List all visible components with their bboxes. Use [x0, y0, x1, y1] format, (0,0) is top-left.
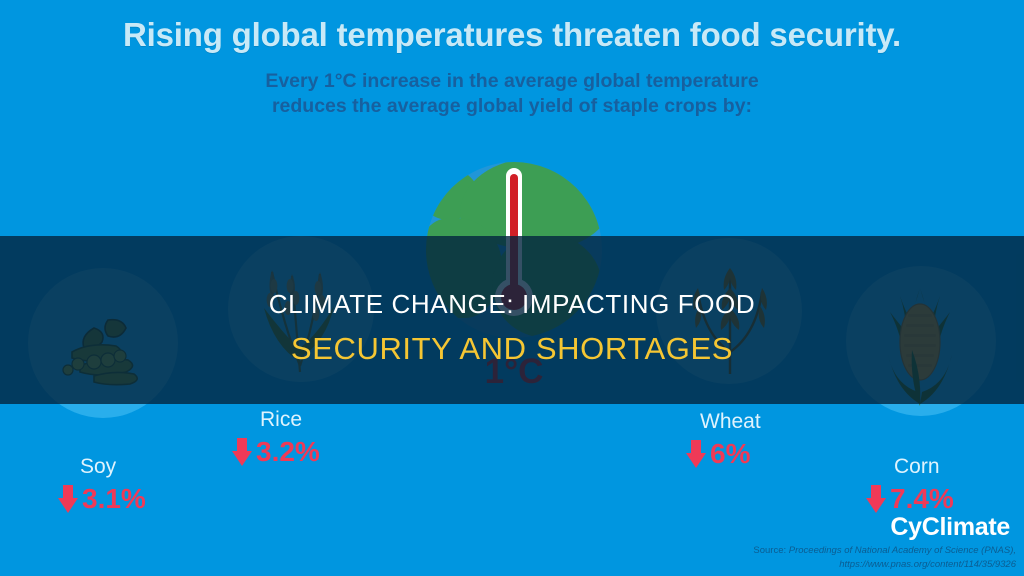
source-url: https://www.pnas.org/content/114/35/9326	[839, 559, 1016, 570]
source-label: Source:	[753, 545, 787, 556]
crop-stat-rice: Rice 3.2%	[232, 408, 320, 468]
crop-value-soy: 3.1%	[82, 483, 146, 514]
overlay-title-line-1: CLIMATE CHANGE: IMPACTING FOOD	[268, 289, 756, 319]
arrow-down-icon	[232, 438, 252, 466]
source-citation: Source: Proceedings of National Academy …	[0, 545, 1016, 556]
brand-watermark: CyClimate	[890, 513, 1010, 541]
arrow-down-icon	[866, 485, 886, 513]
crop-value-wheat: 6%	[710, 438, 751, 469]
arrow-down-icon	[686, 440, 706, 468]
overlay-title-line-2: SECURITY AND SHORTAGES	[290, 331, 734, 366]
subtitle-line-1: Every 1°C increase in the average global…	[265, 70, 759, 92]
subtitle-line-2: reduces the average global yield of stap…	[271, 95, 753, 117]
crop-label-rice: Rice	[260, 408, 303, 431]
crop-label-soy: Soy	[80, 455, 117, 478]
crop-stat-corn: Corn 7.4%	[866, 455, 954, 515]
crop-stat-wheat: Wheat 6%	[686, 410, 761, 470]
page-title: Rising global temperatures threaten food…	[123, 16, 901, 53]
crop-stat-soy: Soy 3.1%	[58, 455, 146, 515]
crop-label-corn: Corn	[894, 455, 940, 478]
overlay-band	[0, 236, 1024, 404]
crop-value-rice: 3.2%	[256, 436, 320, 467]
source-citation-text: Proceedings of National Academy of Scien…	[788, 545, 1016, 556]
arrow-down-icon	[58, 485, 78, 513]
crop-value-corn: 7.4%	[890, 483, 954, 514]
crop-label-wheat: Wheat	[700, 410, 761, 433]
